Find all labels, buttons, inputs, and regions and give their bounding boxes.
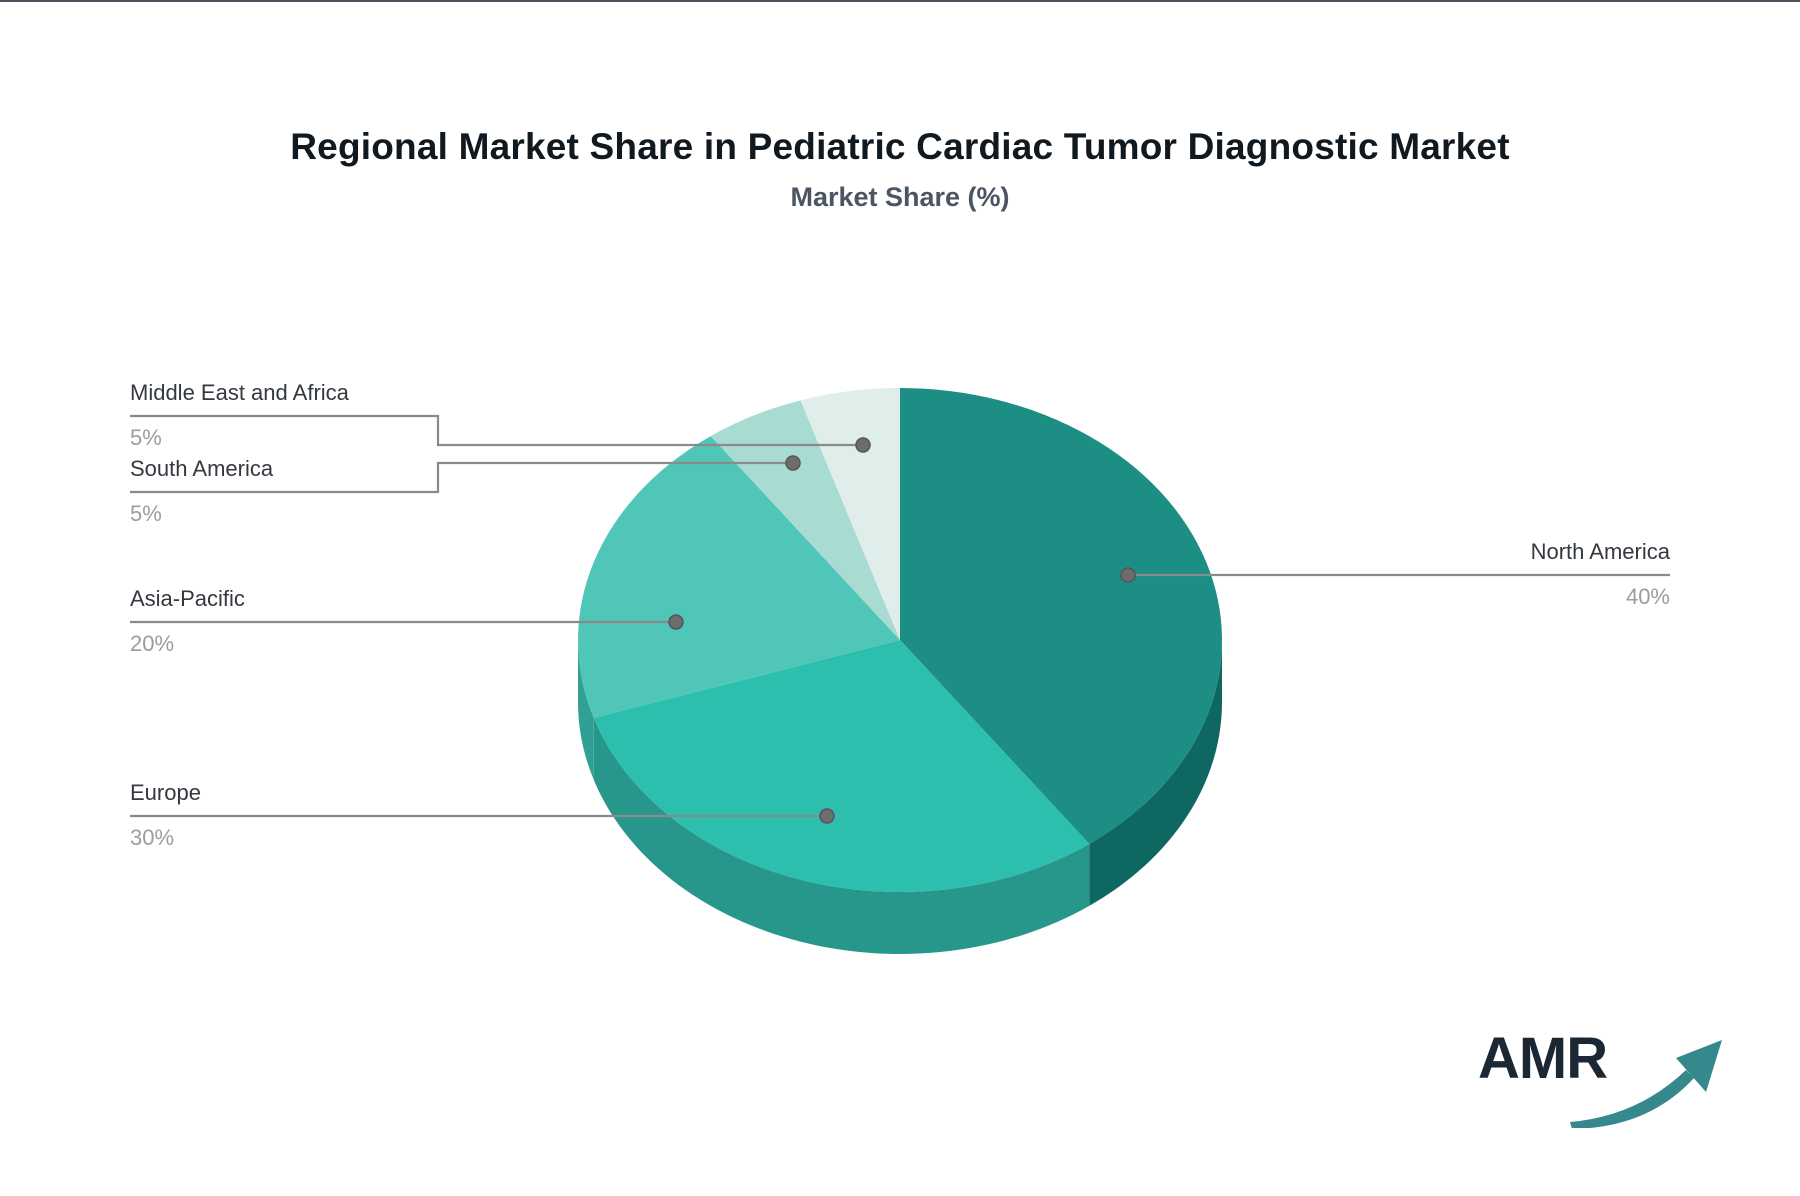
leader-dot-south-america (785, 455, 801, 471)
pie-slice-side-north-america (1089, 640, 1222, 906)
pie-slice-side-asia-pacific (578, 640, 594, 780)
chart-subtitle: Market Share (%) (790, 182, 1010, 212)
leader-dot-asia-pacific (668, 614, 684, 630)
pie-slice-middle-east-and-africa[interactable] (800, 388, 901, 640)
leader-line-middle-east-and-africa (130, 414, 863, 447)
leader-dot-middle-east-and-africa (855, 437, 871, 453)
chart-title: Regional Market Share in Pediatric Cardi… (290, 126, 1510, 167)
leader-line-south-america (130, 461, 793, 494)
pie-slice-north-america[interactable] (900, 388, 1222, 844)
amr-logo-text: AMR (1478, 1026, 1608, 1091)
pie-slice-europe[interactable] (593, 640, 1090, 892)
pie-slice-asia-pacific[interactable] (578, 436, 900, 718)
leader-dot-europe (819, 808, 835, 824)
amr-logo-arrow-icon (1570, 1040, 1722, 1128)
pie-slice-south-america[interactable] (710, 400, 900, 640)
amr-logo: AMR (1478, 1026, 1722, 1140)
leader-dot-north-america (1120, 567, 1136, 583)
window-top-edge (0, 0, 1800, 2)
pie-slice-side-europe (593, 717, 1090, 954)
